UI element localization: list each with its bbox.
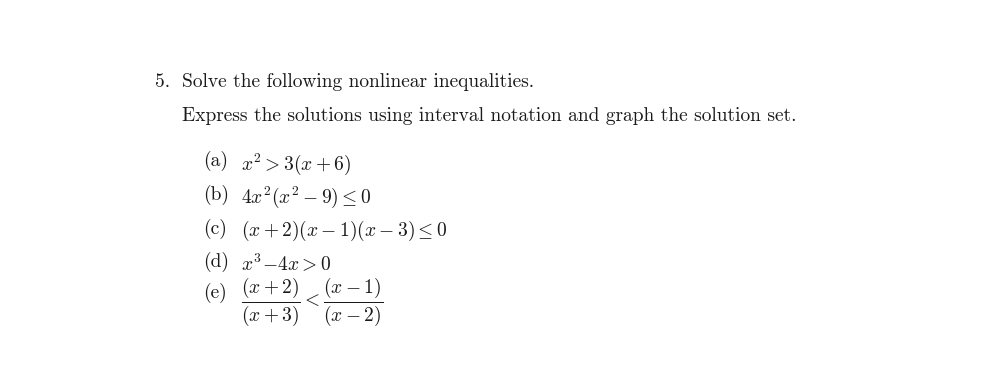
Text: (c): (c) (204, 219, 227, 239)
Text: $4x^2(x^2-9) \leq 0$: $4x^2(x^2-9) \leq 0$ (241, 185, 371, 210)
Text: $x^2 > 3(x+6)$: $x^2 > 3(x+6)$ (241, 151, 351, 177)
Text: $(x+2)(x-1)(x-3) \leq 0$: $(x+2)(x-1)(x-3) \leq 0$ (241, 219, 447, 243)
Text: (d): (d) (204, 252, 229, 272)
Text: (b): (b) (204, 185, 229, 205)
Text: (e): (e) (204, 283, 227, 303)
Text: Express the solutions using interval notation and graph the solution set.: Express the solutions using interval not… (182, 107, 796, 125)
Text: $\dfrac{(x+2)}{(x+3)} < \dfrac{(x-1)}{(x-2)}$: $\dfrac{(x+2)}{(x+3)} < \dfrac{(x-1)}{(x… (241, 276, 383, 328)
Text: (a): (a) (204, 151, 228, 171)
Text: $x^3\!-\!4x > 0$: $x^3\!-\!4x > 0$ (241, 252, 332, 274)
Text: Solve the following nonlinear inequalities.: Solve the following nonlinear inequaliti… (182, 73, 534, 91)
Text: 5.: 5. (155, 73, 170, 91)
